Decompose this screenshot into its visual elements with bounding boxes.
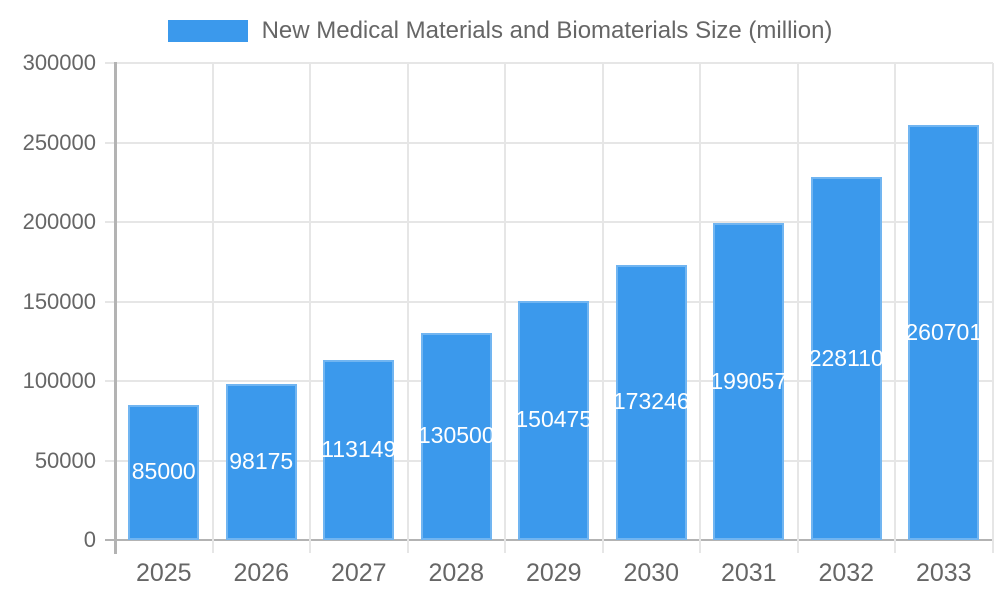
y-tick-label: 300000 — [22, 50, 96, 75]
x-gridline — [796, 63, 799, 553]
x-gridline — [309, 63, 311, 553]
x-gridline — [504, 63, 506, 553]
legend-swatch-icon — [167, 20, 248, 42]
y-gridline — [105, 221, 993, 223]
x-tick-label: 2029 — [525, 559, 582, 587]
x-tick-label: 2032 — [818, 559, 875, 587]
bar-2027[interactable] — [323, 360, 395, 540]
y-zero-gridline — [105, 539, 993, 541]
y-tick-label: 250000 — [22, 129, 96, 155]
legend-item[interactable]: New Medical Materials and Biomaterials S… — [167, 17, 833, 44]
legend: New Medical Materials and Biomaterials S… — [0, 18, 1000, 44]
y-gridline — [105, 141, 993, 144]
x-tick-label: 2025 — [135, 559, 192, 587]
x-tick-label: 2033 — [915, 559, 972, 587]
bar-2029[interactable] — [518, 300, 590, 540]
bar-2033[interactable] — [908, 125, 980, 540]
y-tick-label: 100000 — [22, 368, 96, 393]
x-tick-label: 2027 — [330, 559, 387, 587]
y-tick-label: 50000 — [34, 447, 96, 473]
bar-2032[interactable] — [810, 177, 882, 540]
bar-2031[interactable] — [713, 223, 785, 540]
bar-2028[interactable] — [420, 332, 492, 540]
bar-2030[interactable] — [615, 264, 687, 540]
x-gridline — [601, 63, 604, 553]
y-tick-label: 200000 — [22, 209, 96, 234]
legend-label: New Medical Materials and Biomaterials S… — [261, 17, 833, 44]
y-axis-line — [114, 62, 117, 554]
x-tick-label: 2030 — [623, 559, 680, 587]
x-gridline — [991, 63, 994, 553]
x-tick-label: 2026 — [233, 559, 290, 587]
x-tick-label: 2028 — [428, 559, 485, 587]
x-gridline — [211, 63, 214, 553]
y-tick-label: 0 — [83, 527, 96, 552]
x-gridline — [699, 63, 701, 553]
x-tick-label: 2031 — [720, 559, 777, 587]
y-gridline — [105, 62, 993, 64]
x-gridline — [406, 63, 409, 553]
y-tick-label: 150000 — [22, 288, 96, 314]
bar-2026[interactable] — [225, 383, 297, 540]
x-gridline — [894, 63, 896, 553]
bar-2025[interactable] — [128, 404, 200, 540]
